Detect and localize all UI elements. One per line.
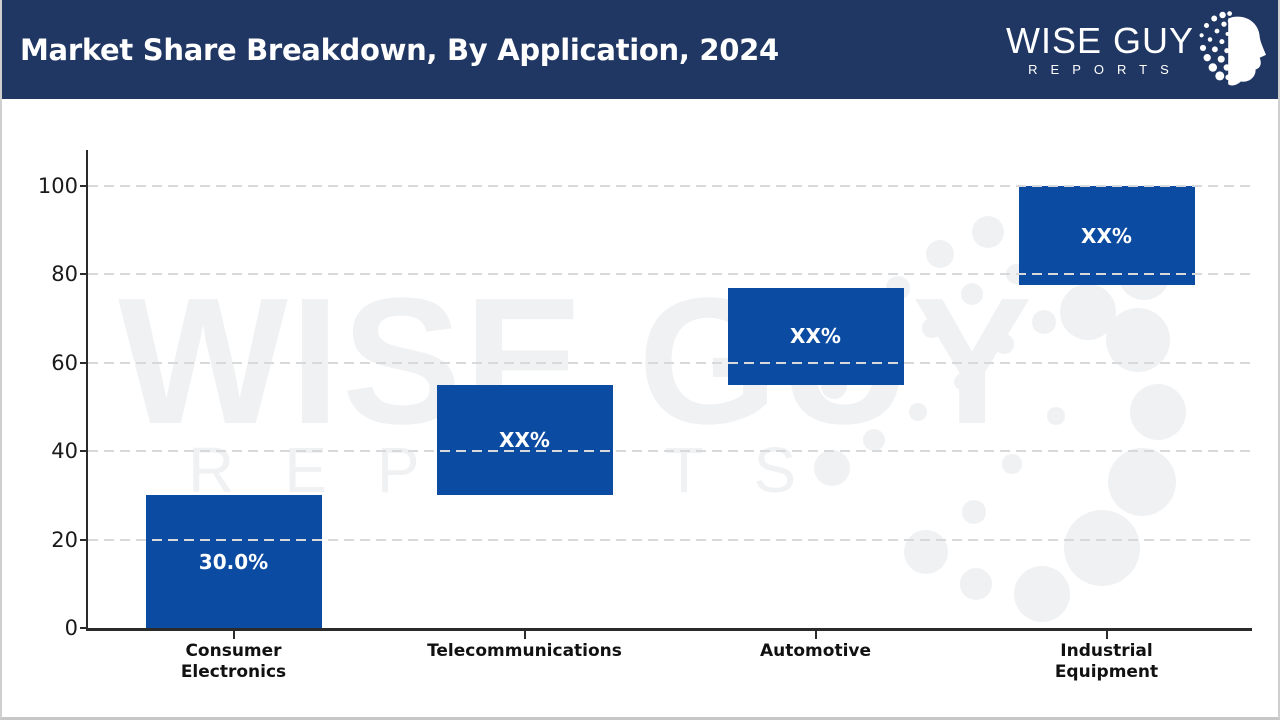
gridline-100 [88, 185, 1252, 187]
x-axis-tick-automotive [814, 631, 817, 639]
brand-logo-text: WISE GUY REPORTS [1006, 22, 1194, 78]
y-axis-label-60: 60 [51, 350, 78, 375]
gridline-80 [88, 273, 1252, 276]
y-axis-tick-40 [80, 450, 88, 453]
y-axis-line [86, 150, 88, 631]
x-axis-label-line: Automotive [759, 641, 872, 661]
x-axis-tick-industrial-equipment [1105, 631, 1108, 639]
y-axis-label-100: 100 [37, 174, 78, 198]
y-axis-tick-80 [80, 273, 88, 276]
x-axis-label-line: Industrial [1060, 641, 1153, 661]
face-dots-icon [1199, 11, 1266, 86]
x-axis-label-line: Equipment [1054, 662, 1159, 682]
y-axis-tick-0 [80, 627, 88, 629]
brand-name: WISE GUY [1005, 20, 1194, 61]
bar-value-label-industrial-equipment: XX% [1081, 223, 1132, 248]
gridline-40 [88, 450, 1252, 453]
y-axis-tick-100 [80, 185, 88, 187]
brand-subname: REPORTS [1028, 62, 1182, 77]
header-bar: Market Share Breakdown, By Application, … [0, 0, 1280, 99]
y-axis-tick-20 [80, 538, 88, 541]
bar-telecommunications: XX% [436, 384, 613, 496]
x-axis-label-line: Telecommunications [427, 641, 622, 661]
y-axis-label-80: 80 [51, 262, 78, 287]
bar-value-label-telecommunications: XX% [499, 428, 550, 453]
x-axis-label-line: Electronics [180, 662, 287, 682]
bar-value-label-consumer-electronics: 30.0% [198, 549, 269, 574]
x-axis-label-consumer-electronics: Consumer Electronics [104, 641, 364, 683]
bar-consumer-electronics: 30.0% [145, 495, 322, 628]
bar-industrial-equipment: XX% [1018, 186, 1195, 286]
gridline-20 [88, 538, 1252, 541]
page-title: Market Share Breakdown, By Application, … [20, 32, 779, 67]
y-axis-label-0: 0 [64, 616, 78, 640]
bar-value-label-automotive: XX% [790, 324, 841, 349]
x-axis-label-automotive: Automotive [686, 641, 946, 662]
x-axis-label-telecommunications: Telecommunications [395, 641, 655, 662]
x-axis-tick-consumer-electronics [232, 631, 235, 639]
bar-automotive: XX% [727, 287, 904, 385]
x-axis-label-line: Consumer [185, 641, 282, 661]
y-axis-label-20: 20 [51, 527, 78, 552]
y-axis-tick-60 [80, 361, 88, 364]
y-axis-label-40: 40 [51, 439, 78, 464]
brand-logo: WISE GUY REPORTS [1006, 6, 1266, 94]
x-axis-label-industrial-equipment: Industrial Equipment [977, 641, 1237, 683]
x-axis-line [86, 628, 1252, 631]
x-axis-tick-telecommunications [523, 631, 526, 639]
gridline-60 [88, 361, 1252, 364]
